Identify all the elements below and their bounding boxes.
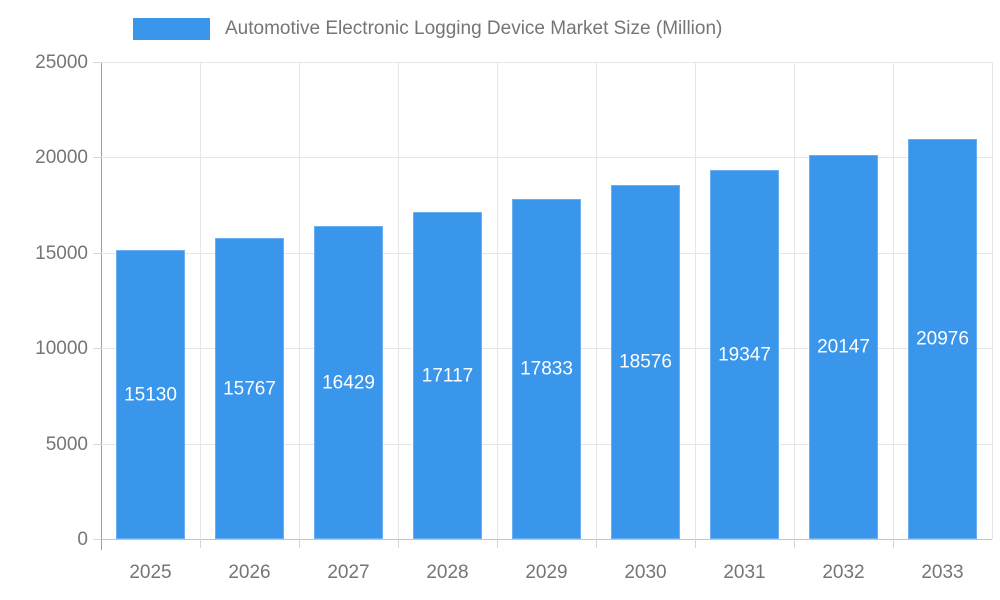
v-gridline [299, 62, 300, 539]
y-tick [93, 348, 101, 349]
bar: 15767 [215, 238, 284, 539]
bar-value-label: 18576 [619, 351, 672, 373]
x-tick [695, 539, 696, 548]
x-axis-label: 2029 [525, 562, 568, 583]
bar: 17117 [413, 212, 482, 539]
v-gridline [992, 62, 993, 539]
legend-label[interactable]: Automotive Electronic Logging Device Mar… [225, 18, 723, 39]
bar-value-label: 20976 [916, 328, 969, 350]
v-gridline [794, 62, 795, 539]
bar: 18576 [611, 185, 680, 539]
x-axis-label: 2025 [129, 562, 172, 583]
y-axis-label: 15000 [35, 243, 88, 264]
x-tick [299, 539, 300, 548]
bar: 20976 [908, 139, 977, 539]
bar: 20147 [809, 155, 878, 539]
bar: 15130 [116, 250, 185, 539]
bar-value-label: 17117 [421, 365, 474, 386]
v-gridline [893, 62, 894, 539]
bar-value-label: 16429 [322, 372, 375, 393]
x-axis-label: 2030 [624, 562, 667, 583]
v-gridline [497, 62, 498, 539]
y-axis-line [101, 62, 102, 550]
bar-value-label: 19347 [718, 344, 771, 365]
bar-value-label: 15130 [124, 384, 177, 405]
x-tick [596, 539, 597, 548]
y-tick [93, 62, 101, 63]
x-axis-label: 2031 [723, 562, 766, 583]
h-gridline [101, 62, 992, 63]
y-axis-label: 10000 [35, 338, 88, 359]
bar-value-label: 15767 [223, 378, 276, 399]
y-axis-label: 25000 [35, 52, 88, 73]
v-gridline [695, 62, 696, 539]
x-axis-label: 2026 [228, 562, 271, 583]
v-gridline [200, 62, 201, 539]
y-axis-label: 5000 [45, 434, 88, 455]
y-axis-label: 0 [77, 529, 88, 550]
x-tick [398, 539, 399, 548]
legend[interactable]: Automotive Electronic Logging Device Mar… [133, 14, 722, 44]
y-axis-label: 20000 [35, 147, 88, 168]
bar: 16429 [314, 226, 383, 539]
y-tick [93, 539, 101, 540]
x-axis-label: 2032 [822, 562, 865, 583]
x-tick [893, 539, 894, 548]
bar-value-label: 17833 [520, 358, 573, 380]
legend-swatch[interactable] [133, 18, 210, 40]
x-tick [497, 539, 498, 548]
v-gridline [596, 62, 597, 539]
x-tick [794, 539, 795, 548]
h-gridline [101, 157, 992, 158]
bar-value-label: 20147 [817, 336, 870, 358]
bar: 17833 [512, 199, 581, 539]
y-tick [93, 253, 101, 254]
x-axis-label: 2033 [921, 562, 964, 583]
bar: 19347 [710, 170, 779, 539]
y-tick [93, 157, 101, 158]
y-tick [93, 444, 101, 445]
x-axis-label: 2028 [426, 562, 469, 583]
v-gridline [398, 62, 399, 539]
x-axis-label: 2027 [327, 562, 370, 583]
x-axis-line [93, 539, 992, 540]
x-tick [200, 539, 201, 548]
